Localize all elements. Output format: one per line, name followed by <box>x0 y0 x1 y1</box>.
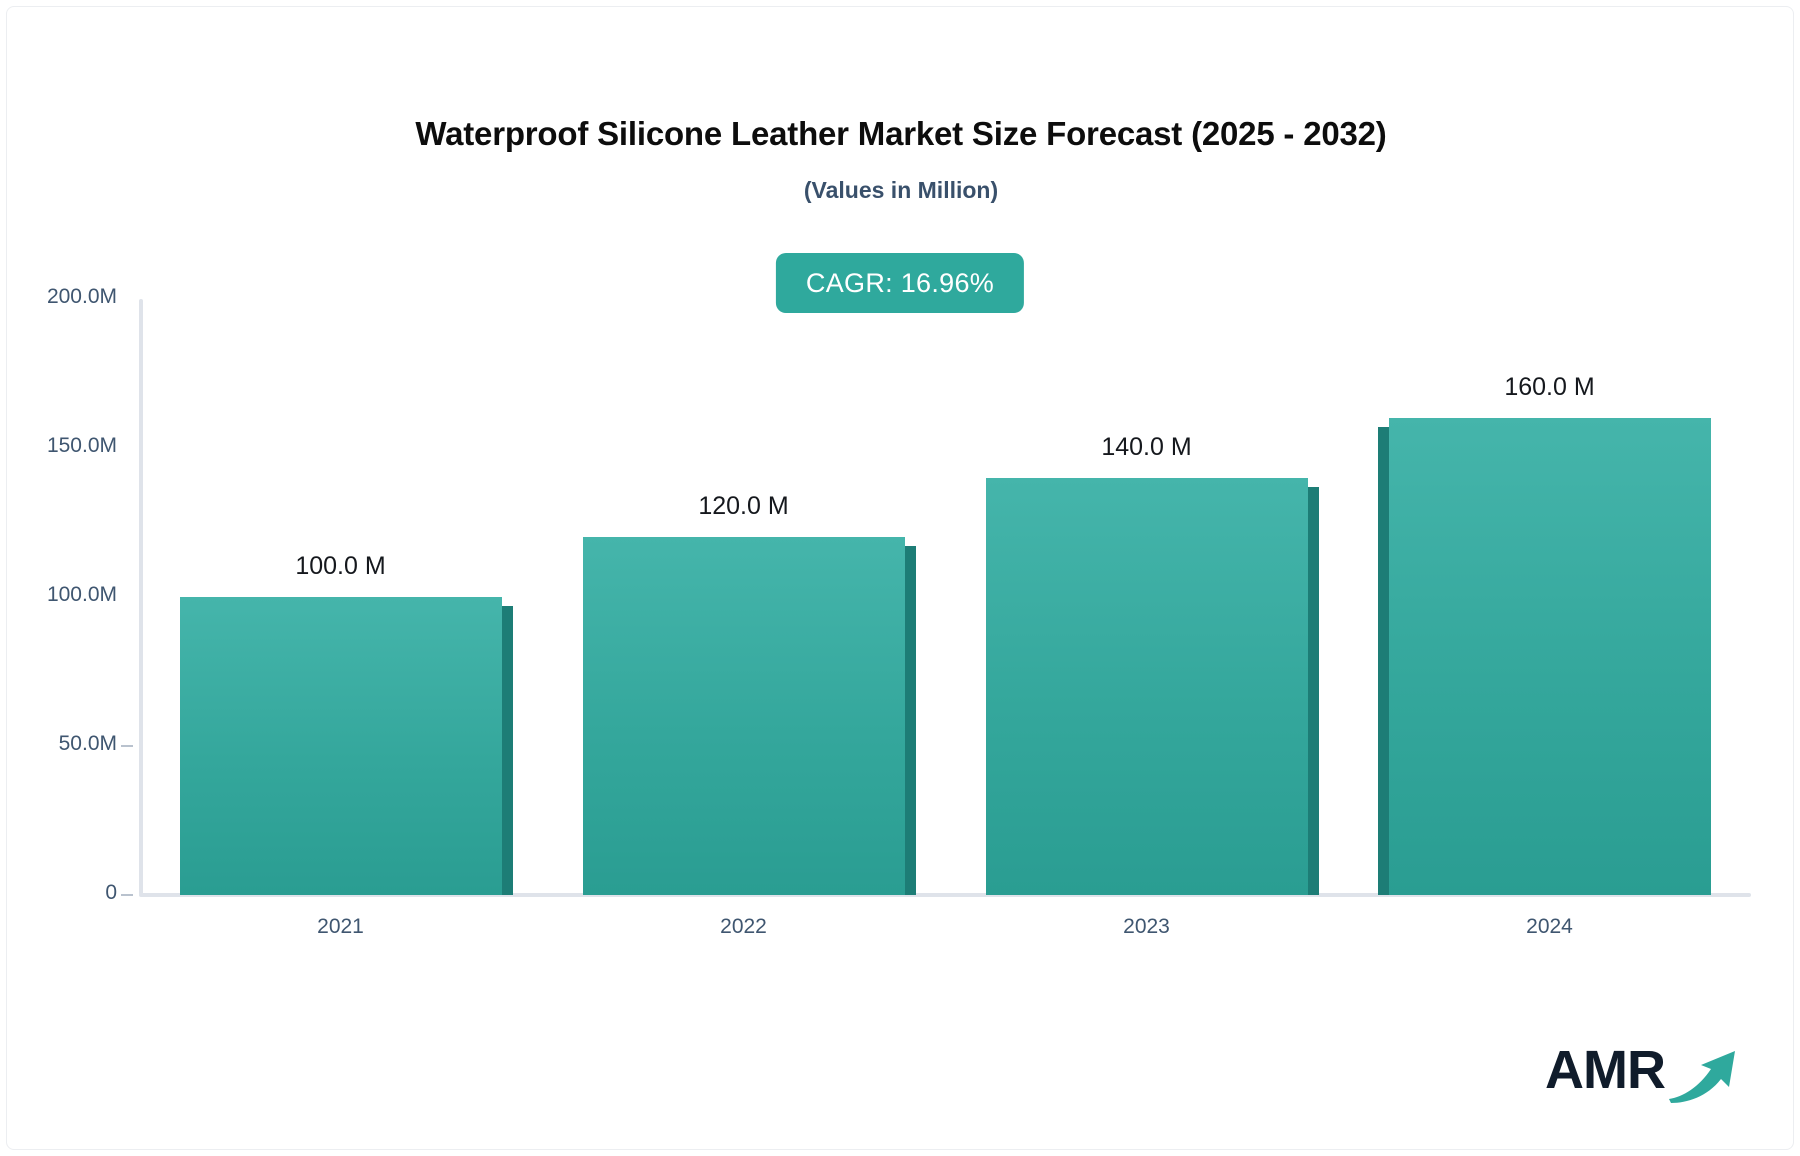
chart-subtitle: (Values in Million) <box>803 177 999 203</box>
bar-face <box>582 537 905 895</box>
bar-face <box>1388 418 1711 895</box>
bar-face <box>179 597 502 895</box>
bar-side-face <box>1307 486 1319 895</box>
bar-face <box>985 477 1308 895</box>
amr-wordmark: AMR <box>1545 1040 1666 1100</box>
bar[interactable] <box>582 537 916 895</box>
chart-title: Waterproof Silicone Leather Market Size … <box>415 115 1387 152</box>
bar[interactable] <box>985 477 1319 895</box>
bar-value-label: 120.0 M <box>698 492 789 521</box>
chart-card: Waterproof Silicone Leather Market Size … <box>6 6 1794 1150</box>
cagr-badge: CAGR: 16.96% <box>775 253 1025 313</box>
bar-side-face <box>1377 427 1389 895</box>
bar[interactable] <box>1377 418 1711 895</box>
y-axis-tick-label: 50.0M <box>58 732 117 755</box>
x-axis-tick-label: 2021 <box>317 915 364 938</box>
x-axis-tick-label: 2023 <box>1123 915 1170 938</box>
cagr-badge-label: CAGR: 16.96% <box>805 267 995 298</box>
bar[interactable] <box>179 597 513 895</box>
y-axis-tick-label: 0 <box>105 881 117 904</box>
y-axis-tick-label: 200.0M <box>46 285 117 308</box>
amr-logo: AMR <box>1545 1033 1741 1107</box>
x-axis-line <box>139 893 1751 897</box>
bar-side-face <box>904 546 916 895</box>
y-axis-tick-mark <box>121 894 133 896</box>
arrow-up-right-icon <box>1669 1051 1735 1103</box>
y-axis-line <box>139 299 143 895</box>
y-axis-tick-label: 150.0M <box>46 434 117 457</box>
bar-side-face <box>501 606 513 895</box>
bar-value-label: 160.0 M <box>1504 373 1595 402</box>
y-axis-tick-label: 100.0M <box>46 583 117 606</box>
y-axis-tick-mark <box>121 745 133 747</box>
x-axis-tick-label: 2024 <box>1526 915 1573 938</box>
bar-value-label: 140.0 M <box>1101 432 1192 461</box>
x-axis-tick-label: 2022 <box>720 915 767 938</box>
bar-value-label: 100.0 M <box>295 552 386 580</box>
